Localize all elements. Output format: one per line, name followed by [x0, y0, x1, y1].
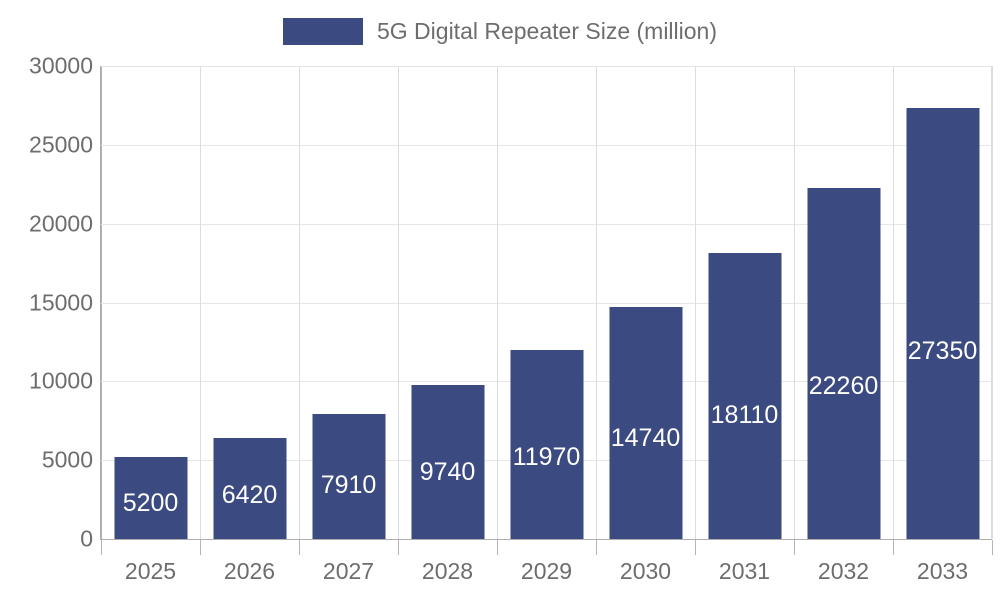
legend-label-5g-digital-repeater-size: 5G Digital Repeater Size (million)	[376, 17, 717, 44]
x-axis-label-2033: 2033	[916, 558, 969, 584]
bar-2032[interactable]	[807, 188, 880, 539]
bars-layer: 5200 6420 7910 9740 11970 14740 18110 22260 2735…	[101, 66, 992, 539]
x-axis-tick-9	[992, 540, 993, 555]
bar-value-label-2033: 27350	[907, 337, 978, 366]
x-axis-label-2027: 2027	[322, 558, 375, 584]
bar-2033[interactable]	[906, 107, 979, 539]
bar-slot-2025: 5200	[101, 66, 200, 539]
category-separator-8	[893, 66, 894, 539]
bar-slot-2027: 7910	[299, 66, 398, 539]
gridline-30000	[101, 66, 992, 67]
category-separator-3	[398, 66, 399, 539]
y-axis-label-25000: 25000	[29, 131, 93, 158]
x-axis-label-2032: 2032	[817, 558, 870, 584]
bar-slot-2028: 9740	[398, 66, 497, 539]
bar-2026[interactable]	[213, 437, 286, 539]
x-axis-tick-labels: 2025 2026 2027 2028 2029 2030 2031 2032 2033	[101, 560, 992, 592]
category-separator-4	[497, 66, 498, 539]
category-separator-7	[794, 66, 795, 539]
category-separator-2	[299, 66, 300, 539]
bar-2028[interactable]	[411, 385, 484, 539]
bar-value-label-2028: 9740	[419, 458, 476, 487]
bar-value-label-2031: 18110	[710, 400, 779, 429]
bar-2027[interactable]	[312, 414, 385, 539]
y-axis-label-0: 0	[80, 525, 93, 552]
legend-swatch-5g-digital-repeater-size	[282, 17, 363, 45]
x-axis-label-2025: 2025	[124, 558, 177, 584]
x-axis-tick-3	[398, 540, 399, 555]
bar-2030[interactable]	[609, 306, 682, 539]
bar-value-label-2027: 7910	[320, 470, 377, 499]
category-separator-9	[992, 66, 993, 539]
x-axis-tick-8	[893, 540, 894, 555]
x-axis-tick-1	[200, 540, 201, 555]
bar-value-label-2025: 5200	[122, 489, 179, 518]
bar-2029[interactable]	[510, 350, 583, 539]
bar-value-label-2032: 22260	[808, 372, 879, 401]
y-axis-label-5000: 5000	[41, 446, 93, 473]
bar-value-label-2026: 6420	[221, 480, 278, 509]
bar-slot-2032: 22260	[794, 66, 893, 539]
category-separator-5	[596, 66, 597, 539]
gridline-25000	[101, 145, 992, 146]
x-axis-label-2026: 2026	[223, 558, 276, 584]
x-axis-label-2030: 2030	[619, 558, 672, 584]
gridline-20000	[101, 224, 992, 225]
x-axis-tick-6	[695, 540, 696, 555]
bar-2031[interactable]	[708, 253, 781, 539]
bar-value-label-2029: 11970	[512, 442, 581, 471]
y-axis-label-30000: 30000	[29, 52, 93, 79]
x-axis-label-2029: 2029	[520, 558, 573, 584]
y-axis-label-10000: 10000	[29, 367, 93, 394]
y-axis-tick-labels: 0 5000 10000 15000 20000 25000 30000	[0, 0, 93, 600]
x-axis-tick-0	[101, 540, 102, 555]
plot-area: 5200 6420 7910 9740 11970 14740 18110 22260 2735…	[101, 66, 993, 540]
x-axis-label-2028: 2028	[421, 558, 474, 584]
bar-slot-2031: 18110	[695, 66, 794, 539]
gridline-15000	[101, 303, 992, 304]
x-axis-tick-2	[299, 540, 300, 555]
bar-slot-2033: 27350	[893, 66, 992, 539]
bar-slot-2029: 11970	[497, 66, 596, 539]
x-axis-tick-4	[497, 540, 498, 555]
category-separator-6	[695, 66, 696, 539]
category-separator-1	[200, 66, 201, 539]
y-axis-label-15000: 15000	[29, 289, 93, 315]
x-axis-tick-7	[794, 540, 795, 555]
x-axis-label-2031: 2031	[718, 558, 771, 584]
y-axis-label-20000: 20000	[29, 210, 93, 237]
gridline-0	[101, 539, 992, 540]
bar-2025[interactable]	[114, 457, 187, 539]
chart-legend: 5G Digital Repeater Size (million)	[0, 14, 1000, 48]
bar-value-label-2030: 14740	[610, 423, 681, 452]
x-axis-tick-5	[596, 540, 597, 555]
bar-slot-2030: 14740	[596, 66, 695, 539]
plot-right-edge	[991, 66, 992, 539]
bar-slot-2026: 6420	[200, 66, 299, 539]
